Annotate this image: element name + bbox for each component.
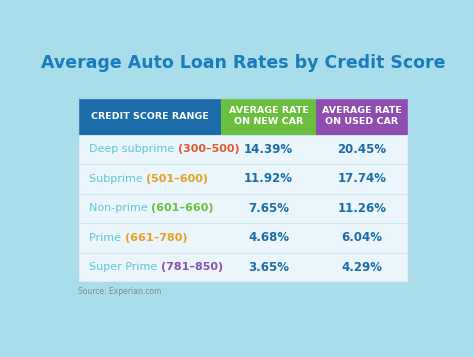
Text: 3.65%: 3.65% bbox=[248, 261, 289, 274]
Text: Non-prime: Non-prime bbox=[89, 203, 151, 213]
Text: 4.68%: 4.68% bbox=[248, 231, 289, 244]
Text: Subprime: Subprime bbox=[89, 174, 146, 184]
Text: Deep subprime: Deep subprime bbox=[89, 144, 178, 154]
FancyBboxPatch shape bbox=[78, 193, 408, 223]
Text: AVERAGE RATE
ON USED CAR: AVERAGE RATE ON USED CAR bbox=[322, 106, 402, 126]
Text: 17.74%: 17.74% bbox=[337, 172, 386, 185]
Text: (661–780): (661–780) bbox=[125, 233, 187, 243]
FancyBboxPatch shape bbox=[316, 98, 408, 135]
FancyBboxPatch shape bbox=[78, 98, 221, 135]
FancyBboxPatch shape bbox=[78, 164, 408, 193]
Text: 20.45%: 20.45% bbox=[337, 143, 386, 156]
Text: Source: Experian.com: Source: Experian.com bbox=[78, 287, 161, 297]
Text: CREDIT SCORE RANGE: CREDIT SCORE RANGE bbox=[91, 112, 209, 121]
Text: 11.92%: 11.92% bbox=[244, 172, 293, 185]
FancyBboxPatch shape bbox=[221, 98, 316, 135]
Text: Super Prime: Super Prime bbox=[89, 262, 161, 272]
Text: 14.39%: 14.39% bbox=[244, 143, 293, 156]
Text: AVERAGE RATE
ON NEW CAR: AVERAGE RATE ON NEW CAR bbox=[228, 106, 309, 126]
Text: (601–660): (601–660) bbox=[151, 203, 214, 213]
Text: (781–850): (781–850) bbox=[161, 262, 223, 272]
FancyBboxPatch shape bbox=[78, 223, 408, 252]
Text: 4.29%: 4.29% bbox=[341, 261, 383, 274]
FancyBboxPatch shape bbox=[78, 135, 408, 164]
Text: (300–500): (300–500) bbox=[178, 144, 239, 154]
Text: 6.04%: 6.04% bbox=[341, 231, 383, 244]
Text: 7.65%: 7.65% bbox=[248, 202, 289, 215]
Text: (501–600): (501–600) bbox=[146, 174, 209, 184]
FancyBboxPatch shape bbox=[78, 252, 408, 282]
Text: Average Auto Loan Rates by Credit Score: Average Auto Loan Rates by Credit Score bbox=[41, 54, 445, 72]
Text: Prime: Prime bbox=[89, 233, 125, 243]
Text: 11.26%: 11.26% bbox=[337, 202, 386, 215]
